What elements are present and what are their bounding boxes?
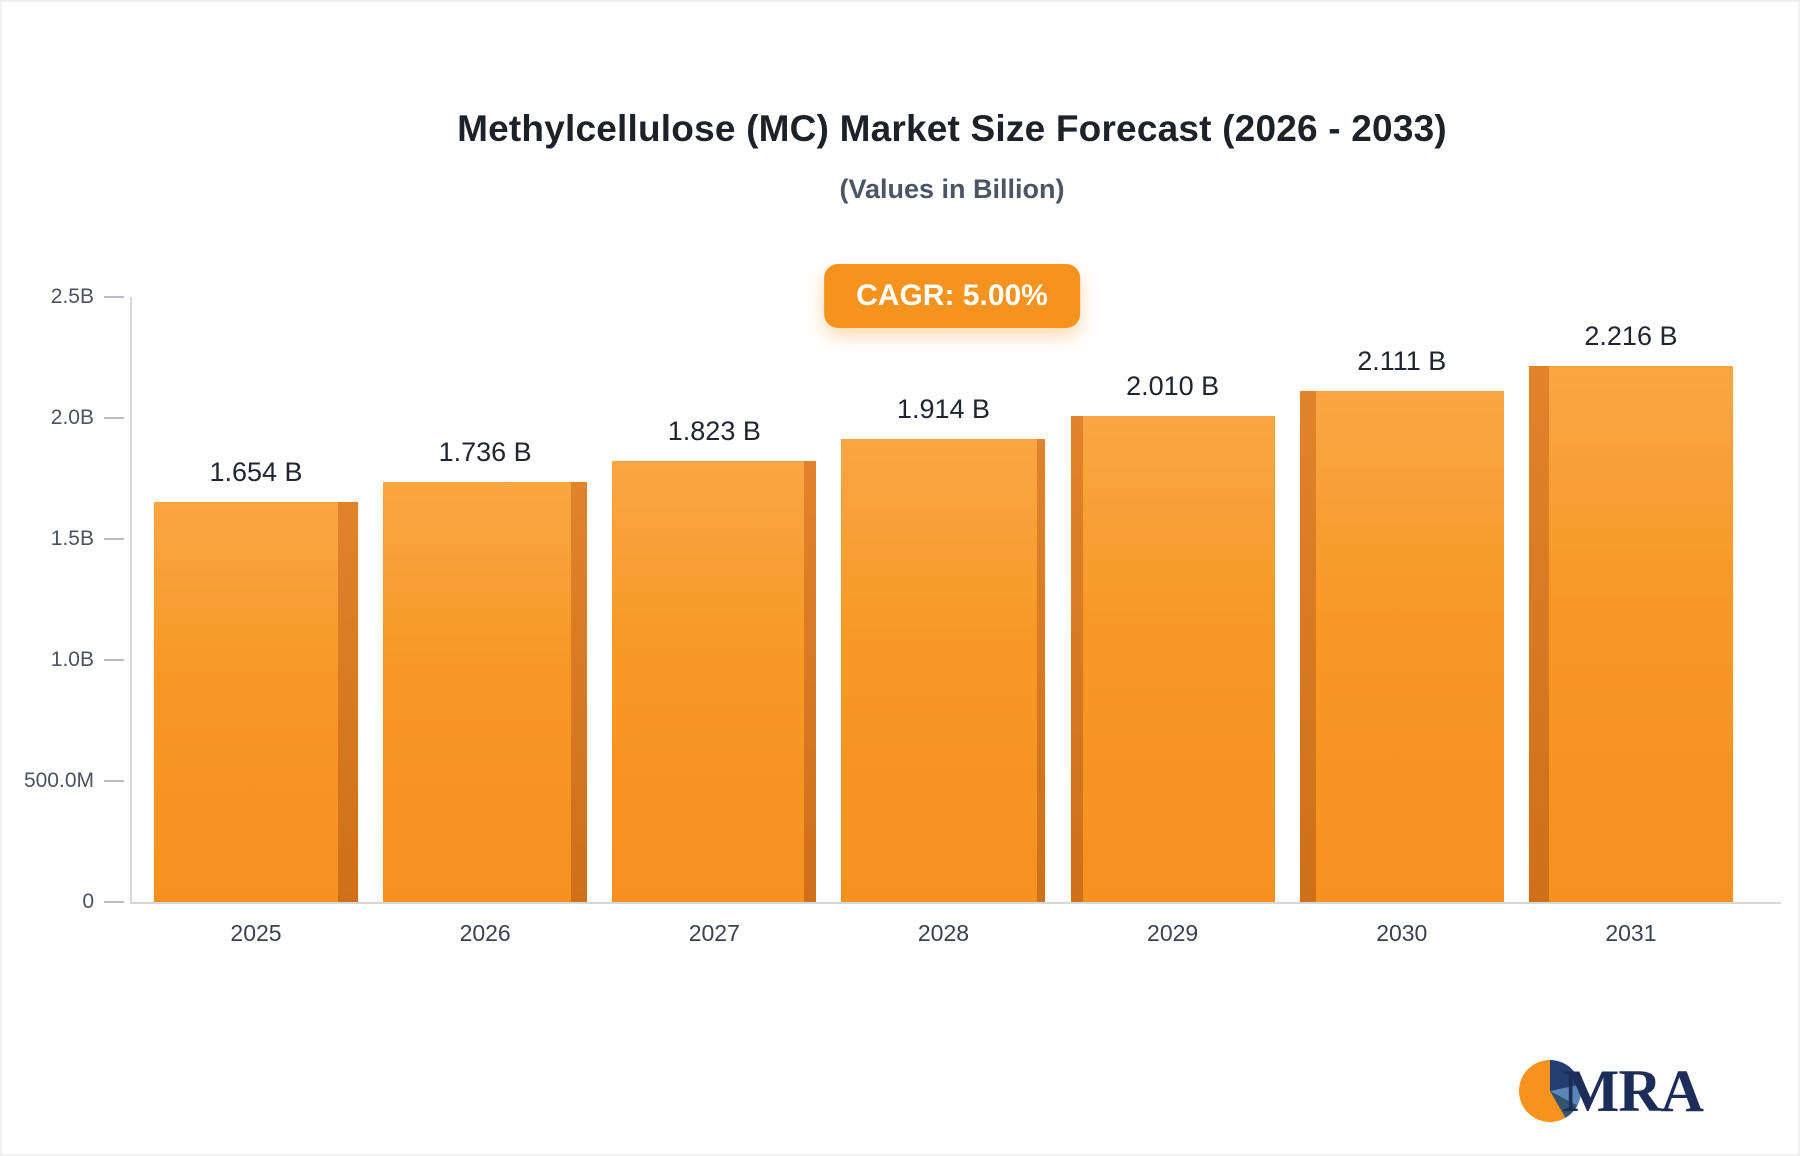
y-axis-label: 1.0B [50, 648, 94, 671]
bar [383, 481, 588, 902]
bar-value-label: 1.914 B [896, 393, 990, 424]
x-axis-label: 2025 [230, 920, 282, 946]
chart-subtitle: (Values in Billion) [839, 174, 1065, 204]
plot-area: 2.5B 2.0B 1.5B 1.0B 500.0M 0 1.654 B 2025 1.736… [24, 285, 1781, 946]
y-axis-label: 2.0B [50, 406, 94, 429]
x-axis-label: 2027 [688, 920, 740, 946]
y-axis-label: 0 [82, 890, 94, 913]
bar [841, 438, 1046, 902]
bar [1299, 391, 1504, 902]
bar-value-label: 1.823 B [667, 415, 761, 446]
y-axis-label: 2.5B [50, 285, 94, 308]
bar-3d-shade [804, 460, 817, 902]
y-axis-label: 1.5B [50, 527, 94, 550]
bar-group-2031: 2.216 B 2031 [1528, 321, 1733, 946]
x-axis-label: 2026 [459, 920, 511, 946]
bars-row: 1.654 B 2025 1.736 B 2026 1.823 B 2027 1.914 B… [132, 297, 1781, 946]
bar-value-label: 2.010 B [1126, 370, 1220, 401]
bar-group-2025: 1.654 B 2025 [154, 457, 358, 946]
bar-value-label: 2.216 B [1584, 320, 1678, 351]
mra-logo-text: MRA [1562, 1058, 1704, 1124]
mra-logo: MRA [1518, 1058, 1704, 1124]
chart-title: Methylcellulose (MC) Market Size Forecas… [457, 108, 1447, 149]
bar-value-label: 1.654 B [209, 456, 303, 487]
bar-value-label: 2.111 B [1357, 346, 1447, 377]
bar-3d-shade [338, 501, 358, 902]
bar-3d-shade [571, 481, 588, 902]
mra-logo-pie-icon [1518, 1060, 1581, 1122]
bar-value-label: 1.736 B [438, 436, 532, 467]
bar [1070, 415, 1275, 902]
bar-3d-shade [1070, 415, 1083, 902]
y-axis-tick [104, 780, 124, 782]
bar-3d-shade [1528, 365, 1549, 902]
y-axis-label: 500.0M [23, 769, 94, 792]
y-axis-tick [104, 659, 124, 661]
bar-group-2027: 1.823 B 2027 [612, 416, 817, 946]
x-axis-label: 2029 [1147, 920, 1199, 946]
y-axis: 2.5B 2.0B 1.5B 1.0B 500.0M 0 [24, 285, 1781, 913]
bar-group-2028: 1.914 B 2028 [841, 394, 1046, 946]
bar [154, 501, 358, 902]
y-axis-tick [104, 296, 124, 298]
bar-group-2030: 2.111 B 2030 [1299, 346, 1504, 946]
bar-group-2029: 2.010 B 2029 [1070, 371, 1275, 946]
y-axis-tick [104, 901, 124, 903]
bar-3d-shade [1299, 391, 1316, 902]
y-axis-tick [104, 417, 124, 419]
x-axis-label: 2028 [917, 920, 970, 946]
cagr-badge: CAGR: 5.00% [824, 264, 1080, 328]
x-axis-label: 2030 [1376, 920, 1428, 946]
bar-3d-shade [1037, 438, 1046, 902]
bar-group-2026: 1.736 B 2026 [383, 437, 588, 946]
y-axis-tick [104, 538, 124, 540]
bar [1528, 365, 1733, 902]
x-axis-label: 2031 [1605, 920, 1657, 946]
bar [612, 460, 817, 902]
